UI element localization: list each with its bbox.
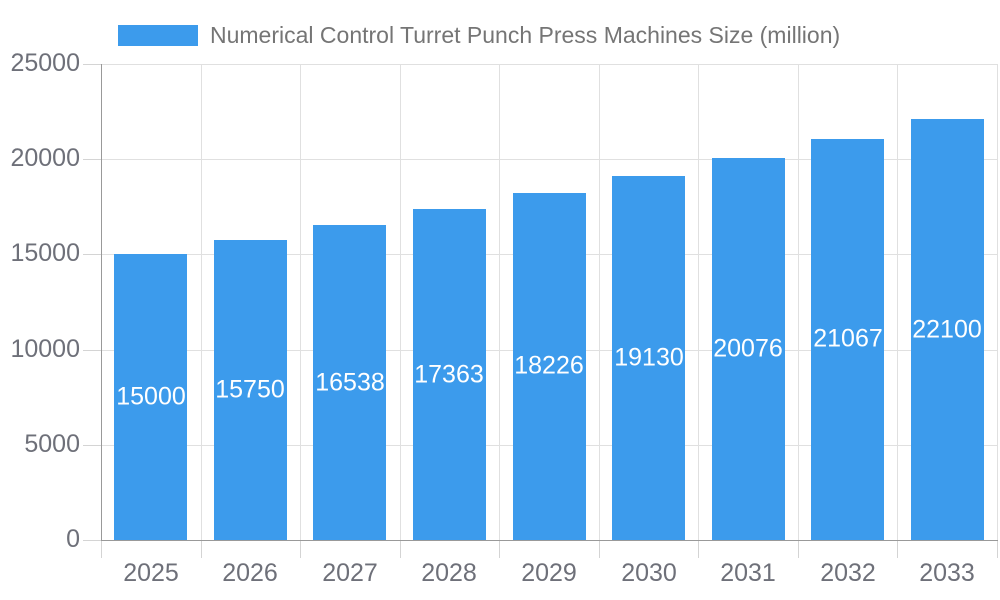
gridline-horizontal <box>101 64 997 65</box>
x-axis-tick <box>698 540 699 558</box>
x-axis-label: 2032 <box>820 559 876 587</box>
bar-value-label: 17363 <box>414 360 484 389</box>
x-axis-label: 2030 <box>621 559 677 587</box>
bar-value-label: 15000 <box>116 382 186 411</box>
legend-label: Numerical Control Turret Punch Press Mac… <box>210 22 841 48</box>
bar-2027[interactable] <box>313 225 386 540</box>
x-axis-label: 2033 <box>919 559 975 587</box>
y-axis-label: 25000 <box>10 49 80 77</box>
y-axis-tick <box>83 254 101 255</box>
bar-2030[interactable] <box>612 176 685 540</box>
y-axis-tick <box>83 540 101 541</box>
y-axis-tick <box>83 64 101 65</box>
bar-2028[interactable] <box>413 209 486 540</box>
x-axis-line <box>101 540 998 541</box>
bar-value-label: 21067 <box>813 324 883 353</box>
y-axis-tick <box>83 445 101 446</box>
y-axis-label: 5000 <box>24 430 80 458</box>
bar-value-label: 15750 <box>215 375 285 404</box>
gridline-vertical <box>997 64 998 540</box>
gridline-vertical <box>698 64 699 540</box>
y-axis-label: 0 <box>66 525 80 553</box>
y-axis-label: 20000 <box>10 144 80 172</box>
bar-2026[interactable] <box>214 240 287 540</box>
bar-value-label: 20076 <box>713 334 783 363</box>
bar-value-label: 22100 <box>912 315 982 344</box>
x-axis-label: 2029 <box>521 559 577 587</box>
x-axis-tick <box>300 540 301 558</box>
gridline-vertical <box>201 64 202 540</box>
x-axis-tick <box>798 540 799 558</box>
x-axis-tick <box>997 540 998 558</box>
y-axis-label: 10000 <box>10 335 80 363</box>
x-axis-tick <box>499 540 500 558</box>
y-axis-line <box>101 64 102 540</box>
y-axis-tick <box>83 159 101 160</box>
legend-swatch <box>118 25 198 46</box>
y-axis-tick <box>83 350 101 351</box>
x-axis-label: 2027 <box>322 559 378 587</box>
bar-2032[interactable] <box>811 139 884 540</box>
x-axis-label: 2025 <box>123 559 179 587</box>
x-axis-tick <box>201 540 202 558</box>
gridline-vertical <box>300 64 301 540</box>
gridline-vertical <box>400 64 401 540</box>
x-axis-tick <box>599 540 600 558</box>
bar-value-label: 19130 <box>614 343 684 372</box>
x-axis-label: 2026 <box>222 559 278 587</box>
bar-2031[interactable] <box>712 158 785 540</box>
gridline-horizontal <box>101 159 997 160</box>
gridline-vertical <box>798 64 799 540</box>
gridline-vertical <box>897 64 898 540</box>
bar-value-label: 18226 <box>514 351 584 380</box>
gridline-vertical <box>499 64 500 540</box>
x-axis-label: 2028 <box>421 559 477 587</box>
y-axis-label: 15000 <box>10 239 80 267</box>
legend-item[interactable]: Numerical Control Turret Punch Press Mac… <box>118 22 840 49</box>
x-axis-tick <box>101 540 102 558</box>
bar-2033[interactable] <box>911 119 984 540</box>
bar-2029[interactable] <box>513 193 586 540</box>
bar-2025[interactable] <box>114 254 187 540</box>
x-axis-tick <box>897 540 898 558</box>
gridline-vertical <box>599 64 600 540</box>
x-axis-tick <box>400 540 401 558</box>
x-axis-label: 2031 <box>720 559 776 587</box>
bar-value-label: 16538 <box>315 368 385 397</box>
